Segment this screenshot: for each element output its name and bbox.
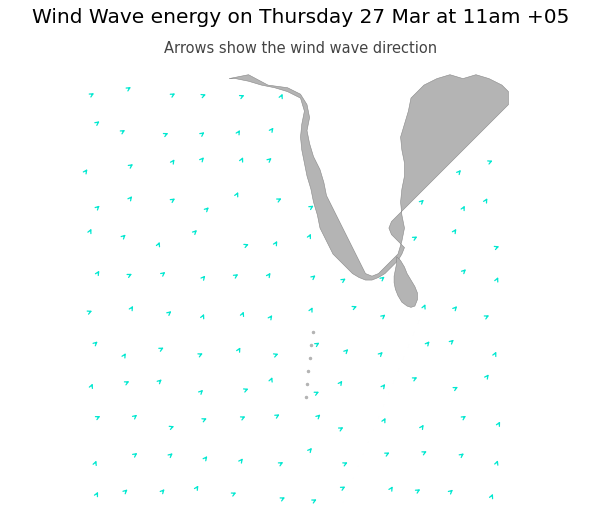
Polygon shape (394, 256, 418, 307)
Text: Wind Wave energy on Thursday 27 Mar at 11am +05: Wind Wave energy on Thursday 27 Mar at 1… (32, 8, 569, 27)
Polygon shape (229, 75, 508, 280)
Text: Arrows show the wind wave direction: Arrows show the wind wave direction (164, 41, 437, 56)
